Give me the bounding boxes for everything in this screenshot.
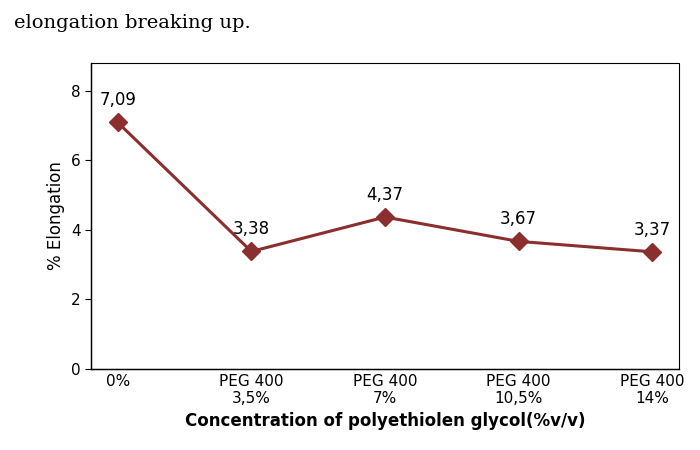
Y-axis label: % Elongation: % Elongation <box>48 162 65 270</box>
Text: elongation breaking up.: elongation breaking up. <box>14 14 251 32</box>
X-axis label: Concentration of polyethiolen glycol(%v/v): Concentration of polyethiolen glycol(%v/… <box>185 412 585 430</box>
Text: 3,37: 3,37 <box>634 220 671 238</box>
Text: 3,67: 3,67 <box>500 210 537 228</box>
Text: 4,37: 4,37 <box>367 186 403 204</box>
Text: 3,38: 3,38 <box>233 220 270 238</box>
Text: 7,09: 7,09 <box>99 91 136 109</box>
